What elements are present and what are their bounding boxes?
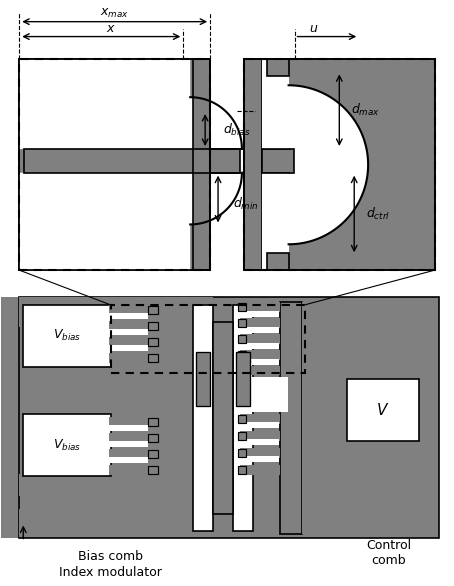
Polygon shape (19, 173, 242, 270)
Bar (242, 311, 279, 317)
Bar (238, 350, 246, 359)
Bar (109, 433, 153, 443)
Bar (240, 465, 280, 475)
Bar (19, 474, 193, 496)
Text: Bias comb: Bias comb (78, 550, 143, 563)
Bar (244, 59, 262, 270)
Text: $x_{max}$: $x_{max}$ (100, 7, 129, 21)
Text: Control
comb: Control comb (366, 539, 412, 567)
Bar (109, 449, 153, 459)
Bar (109, 425, 148, 431)
Bar (193, 59, 210, 270)
Bar (238, 432, 246, 440)
Bar (240, 448, 280, 458)
Text: $d_{min}$: $d_{min}$ (233, 196, 259, 212)
Bar (262, 149, 294, 173)
Bar (109, 337, 153, 347)
Bar (213, 322, 233, 514)
Bar (23, 305, 111, 367)
Bar (242, 439, 279, 445)
Bar (240, 318, 280, 328)
Bar (267, 253, 289, 270)
Bar (301, 302, 381, 533)
Bar (242, 456, 279, 462)
Bar (238, 303, 246, 311)
Text: $x$: $x$ (106, 22, 116, 35)
Polygon shape (19, 59, 242, 149)
Bar (242, 343, 279, 349)
Bar (240, 350, 280, 360)
Bar (109, 321, 153, 331)
Bar (148, 466, 158, 474)
Bar (238, 466, 246, 474)
Bar (109, 457, 148, 463)
Bar (242, 327, 279, 333)
Text: $u$: $u$ (310, 22, 319, 35)
Bar (280, 302, 301, 533)
Text: $d_{bias}$: $d_{bias}$ (223, 122, 251, 138)
Bar (19, 59, 210, 270)
Bar (244, 59, 435, 270)
Text: $V_{bias}$: $V_{bias}$ (53, 438, 81, 452)
Bar (240, 366, 280, 376)
Bar (347, 380, 419, 441)
Bar (148, 434, 158, 442)
Polygon shape (289, 59, 368, 270)
Bar (196, 352, 210, 406)
Text: $V_{bias}$: $V_{bias}$ (53, 328, 81, 343)
Text: $d_{ctrl}$: $d_{ctrl}$ (366, 206, 390, 222)
Bar (109, 353, 153, 363)
Bar (242, 359, 279, 364)
Bar (148, 322, 158, 330)
Bar (233, 305, 253, 530)
Bar (109, 441, 148, 447)
Bar (262, 59, 289, 149)
Bar (1, 297, 19, 539)
Bar (148, 418, 158, 426)
Bar (267, 59, 289, 76)
Bar (109, 329, 148, 335)
Bar (262, 173, 289, 270)
Bar (148, 450, 158, 458)
Bar (240, 414, 280, 424)
Bar (148, 306, 158, 314)
Bar (24, 149, 240, 173)
Bar (238, 367, 246, 374)
Text: $V$: $V$ (376, 402, 390, 418)
Bar (19, 509, 213, 537)
Bar (240, 302, 280, 312)
Bar (193, 305, 213, 530)
Text: $d_{max}$: $d_{max}$ (351, 102, 380, 118)
Bar (238, 319, 246, 327)
Bar (240, 431, 280, 441)
Bar (238, 415, 246, 423)
Bar (111, 305, 305, 373)
Bar (238, 377, 288, 413)
Bar (23, 414, 111, 476)
Bar (242, 422, 279, 428)
Bar (19, 302, 193, 324)
Bar (148, 338, 158, 346)
Bar (109, 465, 153, 475)
Bar (109, 417, 153, 427)
Bar (236, 352, 250, 406)
Bar (19, 297, 213, 327)
Text: Index modulator: Index modulator (59, 565, 162, 579)
Bar (19, 59, 210, 270)
Bar (244, 59, 435, 270)
Bar (240, 334, 280, 343)
Bar (238, 335, 246, 343)
Bar (148, 353, 158, 362)
Bar (109, 305, 153, 315)
Bar (238, 449, 246, 457)
Bar (19, 297, 439, 539)
Bar (109, 345, 148, 350)
Bar (109, 313, 148, 319)
